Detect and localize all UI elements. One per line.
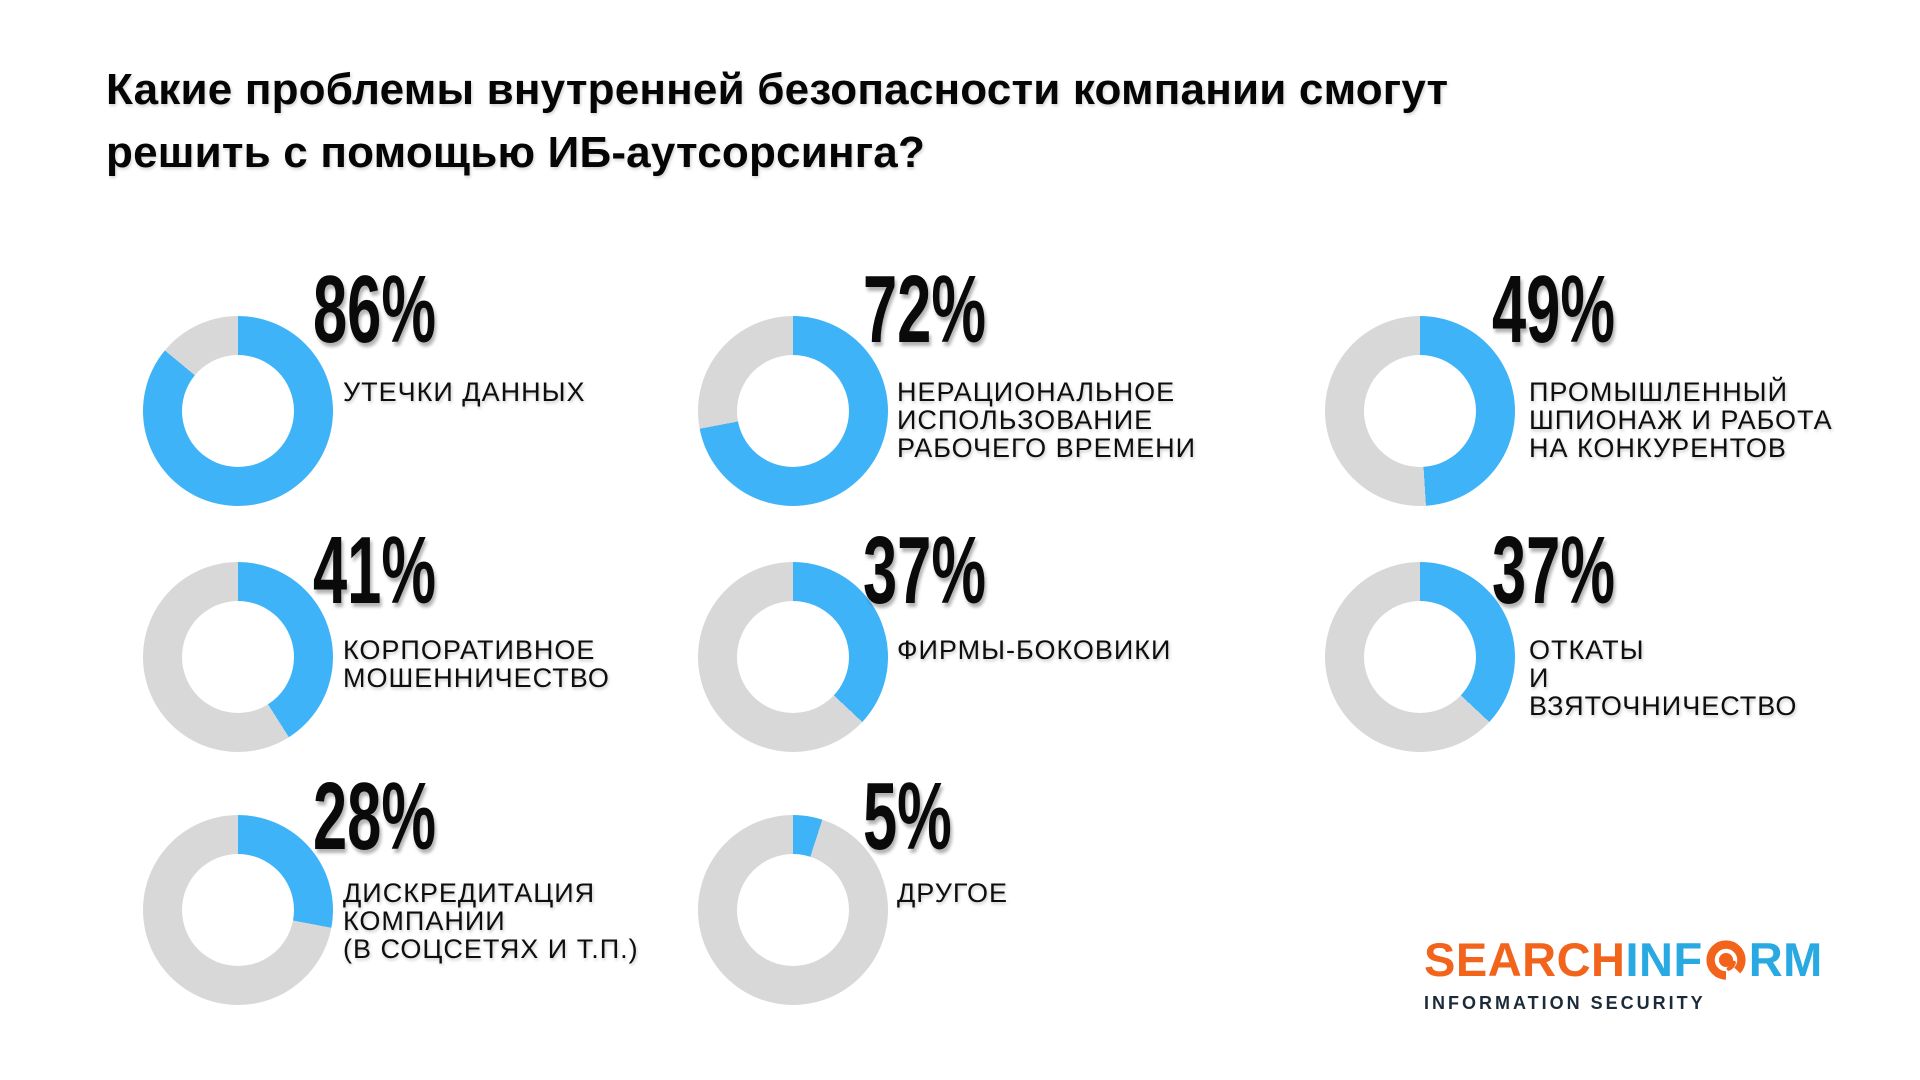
donut-label-line: ШПИОНАЖ И РАБОТА <box>1529 405 1833 435</box>
donut-label-line: КОМПАНИИ <box>343 906 506 936</box>
donut-chart-37 <box>1325 562 1515 752</box>
page-title-line1: Какие проблемы внутренней безопасности к… <box>106 65 1449 114</box>
donut-label: ПРОМЫШЛЕННЫЙ ШПИОНАЖ И РАБОТА НА КОНКУРЕНТ… <box>1529 378 1833 462</box>
donut-chart-41 <box>143 562 333 752</box>
page-title-line2: решить с помощью ИБ-аутсорсинга? <box>106 128 926 177</box>
donut-chart-5 <box>698 815 888 1005</box>
donut-label-line: ВЗЯТОЧНИЧЕСТВО <box>1529 691 1798 721</box>
logo-tagline: INFORMATION SECURITY <box>1424 993 1706 1013</box>
percent-value: 28% <box>313 763 436 870</box>
donut-chart-49 <box>1325 316 1515 506</box>
donut-label: ДИСКРЕДИТАЦИЯ КОМПАНИИ (В СОЦСЕТЯХ И Т.П.) <box>343 879 639 963</box>
donut-label-line: (В СОЦСЕТЯХ И Т.П.) <box>343 934 639 964</box>
percent-value: 5% <box>863 763 952 870</box>
donut-label-line: МОШЕННИЧЕСТВО <box>343 663 610 693</box>
donut-label: УТЕЧКИ ДАННЫХ <box>343 378 586 406</box>
donut-label-line: НА КОНКУРЕНТОВ <box>1529 433 1787 463</box>
percent-value: 86% <box>313 256 436 363</box>
logo-o-ring-icon <box>1706 939 1746 980</box>
donut-label-line: ПРОМЫШЛЕННЫЙ <box>1529 377 1788 407</box>
percent-value: 72% <box>863 256 986 363</box>
percent-value: 49% <box>1492 256 1615 363</box>
logo-text-inf: INF <box>1625 933 1703 986</box>
donut-chart-72 <box>698 316 888 506</box>
donut-label-line: КОРПОРАТИВНОЕ <box>343 635 596 665</box>
donut-label: ДРУГОЕ <box>897 879 1008 907</box>
donut-label: ФИРМЫ-БОКОВИКИ <box>897 636 1171 664</box>
logo-wordmark: SEARCH INF RM <box>1424 936 1823 983</box>
donut-chart-28 <box>143 815 333 1005</box>
donut-label: КОРПОРАТИВНОЕ МОШЕННИЧЕСТВО <box>343 636 610 692</box>
percent-value: 37% <box>1492 517 1615 624</box>
donut-chart-86 <box>143 316 333 506</box>
donut-label: НЕРАЦИОНАЛЬНОЕ ИСПОЛЬЗОВАНИЕ РАБОЧЕГО ВРЕМ… <box>897 378 1196 462</box>
donut-label-line: ФИРМЫ-БОКОВИКИ <box>897 635 1172 665</box>
donut-label-line: ИСПОЛЬЗОВАНИЕ <box>897 405 1154 435</box>
percent-value: 41% <box>313 517 436 624</box>
donut-label-line: УТЕЧКИ ДАННЫХ <box>343 377 586 407</box>
donut-label-line: ОТКАТЫ <box>1529 635 1645 665</box>
donut-label: ОТКАТЫ И ВЗЯТОЧНИЧЕСТВО <box>1529 636 1797 720</box>
donut-label-line: И <box>1529 663 1550 693</box>
donut-chart-37 <box>698 562 888 752</box>
donut-label-line: ДИСКРЕДИТАЦИЯ <box>343 878 596 908</box>
donut-label-line: ДРУГОЕ <box>897 878 1008 908</box>
donut-label-line: РАБОЧЕГО ВРЕМЕНИ <box>897 433 1197 463</box>
donut-label-line: НЕРАЦИОНАЛЬНОЕ <box>897 377 1176 407</box>
page-title: Какие проблемы внутренней безопасности к… <box>106 58 1448 184</box>
searchinform-logo: SEARCH INF RM INFORMATION SECURITY <box>1424 936 1823 1014</box>
percent-value: 37% <box>863 517 986 624</box>
logo-text-rm: RM <box>1748 933 1823 986</box>
logo-text-search: SEARCH <box>1424 933 1626 986</box>
